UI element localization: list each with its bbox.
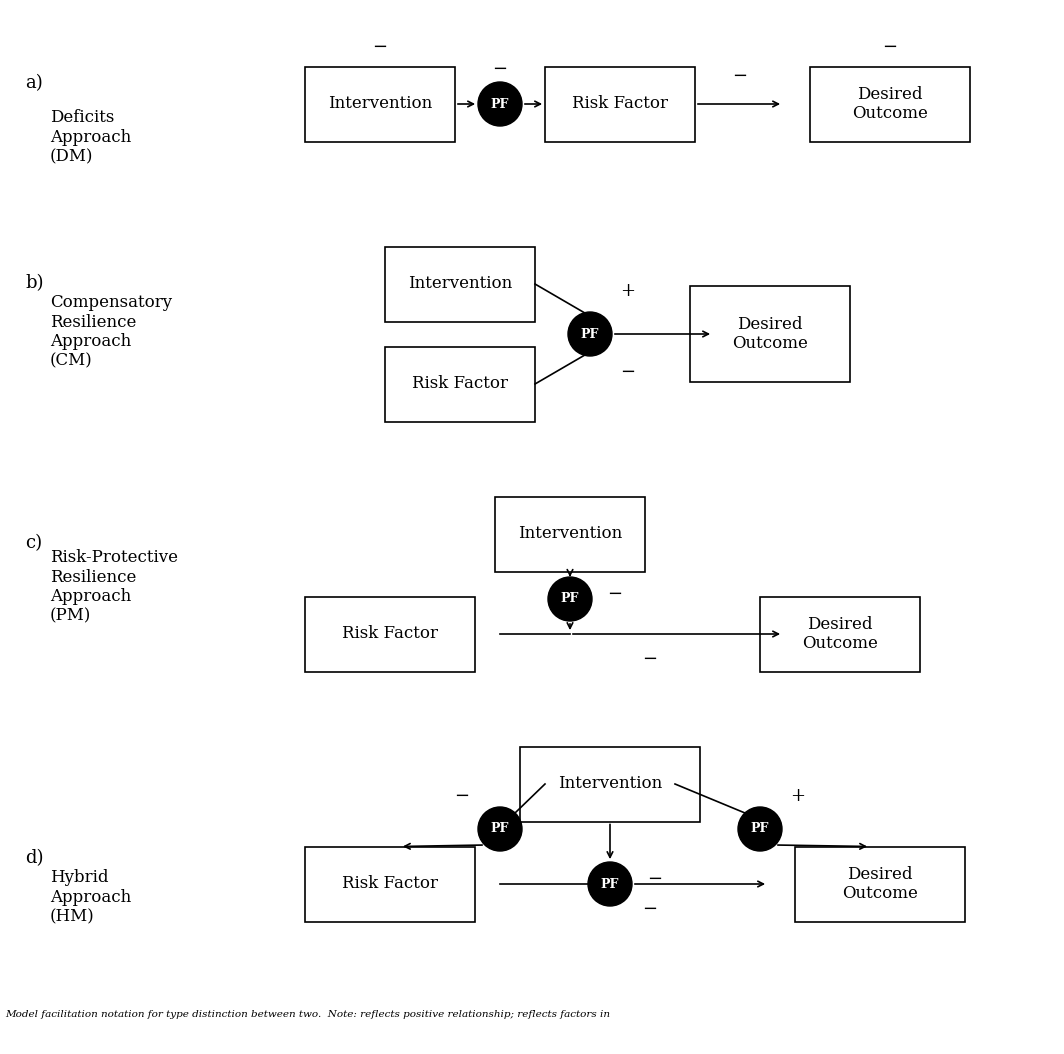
- Text: Deficits
Approach
(DM): Deficits Approach (DM): [50, 109, 131, 165]
- FancyBboxPatch shape: [545, 66, 695, 141]
- Text: Model facilitation notation for type distinction between two.  Note: reflects po: Model facilitation notation for type dis…: [5, 1010, 610, 1019]
- Text: Desired
Outcome: Desired Outcome: [732, 316, 808, 352]
- Text: Desired
Outcome: Desired Outcome: [802, 616, 878, 652]
- Text: PF: PF: [491, 822, 510, 836]
- Text: Intervention: Intervention: [408, 275, 512, 293]
- Text: Intervention: Intervention: [518, 526, 622, 543]
- Text: Intervention: Intervention: [328, 96, 432, 113]
- Text: Risk Factor: Risk Factor: [342, 876, 438, 893]
- Text: d): d): [24, 850, 44, 867]
- Circle shape: [478, 807, 522, 851]
- Text: PF: PF: [751, 822, 769, 836]
- FancyBboxPatch shape: [305, 597, 475, 671]
- Circle shape: [548, 577, 592, 621]
- FancyBboxPatch shape: [305, 66, 455, 141]
- Text: Desired
Outcome: Desired Outcome: [842, 865, 918, 902]
- FancyBboxPatch shape: [305, 846, 475, 921]
- Text: −: −: [454, 787, 469, 805]
- Text: Risk-Protective
Resilience
Approach
(PM): Risk-Protective Resilience Approach (PM): [50, 549, 178, 625]
- Text: Compensatory
Resilience
Approach
(CM): Compensatory Resilience Approach (CM): [50, 294, 172, 370]
- Text: −: −: [732, 67, 748, 85]
- Text: Risk Factor: Risk Factor: [342, 625, 438, 643]
- Text: PF: PF: [561, 592, 579, 605]
- FancyBboxPatch shape: [520, 746, 700, 821]
- Text: −: −: [372, 38, 387, 56]
- Text: −: −: [643, 900, 658, 918]
- Text: Intervention: Intervention: [558, 776, 662, 793]
- Text: −: −: [647, 870, 663, 889]
- Text: Desired
Outcome: Desired Outcome: [852, 85, 928, 122]
- Text: −: −: [643, 650, 658, 668]
- Circle shape: [738, 807, 782, 851]
- FancyBboxPatch shape: [385, 347, 535, 422]
- Text: Risk Factor: Risk Factor: [572, 96, 668, 113]
- FancyBboxPatch shape: [795, 846, 965, 921]
- Text: a): a): [24, 74, 43, 92]
- Text: −: −: [608, 585, 622, 603]
- Text: PF: PF: [601, 878, 619, 891]
- FancyBboxPatch shape: [810, 66, 970, 141]
- Text: +: +: [620, 282, 635, 300]
- FancyBboxPatch shape: [495, 496, 645, 571]
- Text: Hybrid
Approach
(HM): Hybrid Approach (HM): [50, 868, 131, 925]
- Text: +: +: [791, 787, 805, 805]
- Text: −: −: [882, 38, 898, 56]
- Text: Risk Factor: Risk Factor: [412, 375, 508, 392]
- Text: PF: PF: [581, 328, 599, 340]
- FancyBboxPatch shape: [689, 287, 850, 382]
- Text: PF: PF: [491, 98, 510, 111]
- Text: −: −: [493, 60, 508, 78]
- Text: b): b): [24, 274, 44, 292]
- Text: −: −: [620, 363, 635, 380]
- FancyBboxPatch shape: [385, 247, 535, 321]
- FancyBboxPatch shape: [760, 597, 920, 671]
- Circle shape: [568, 312, 612, 356]
- Text: c): c): [24, 534, 43, 552]
- Circle shape: [588, 862, 632, 906]
- Circle shape: [478, 82, 522, 126]
